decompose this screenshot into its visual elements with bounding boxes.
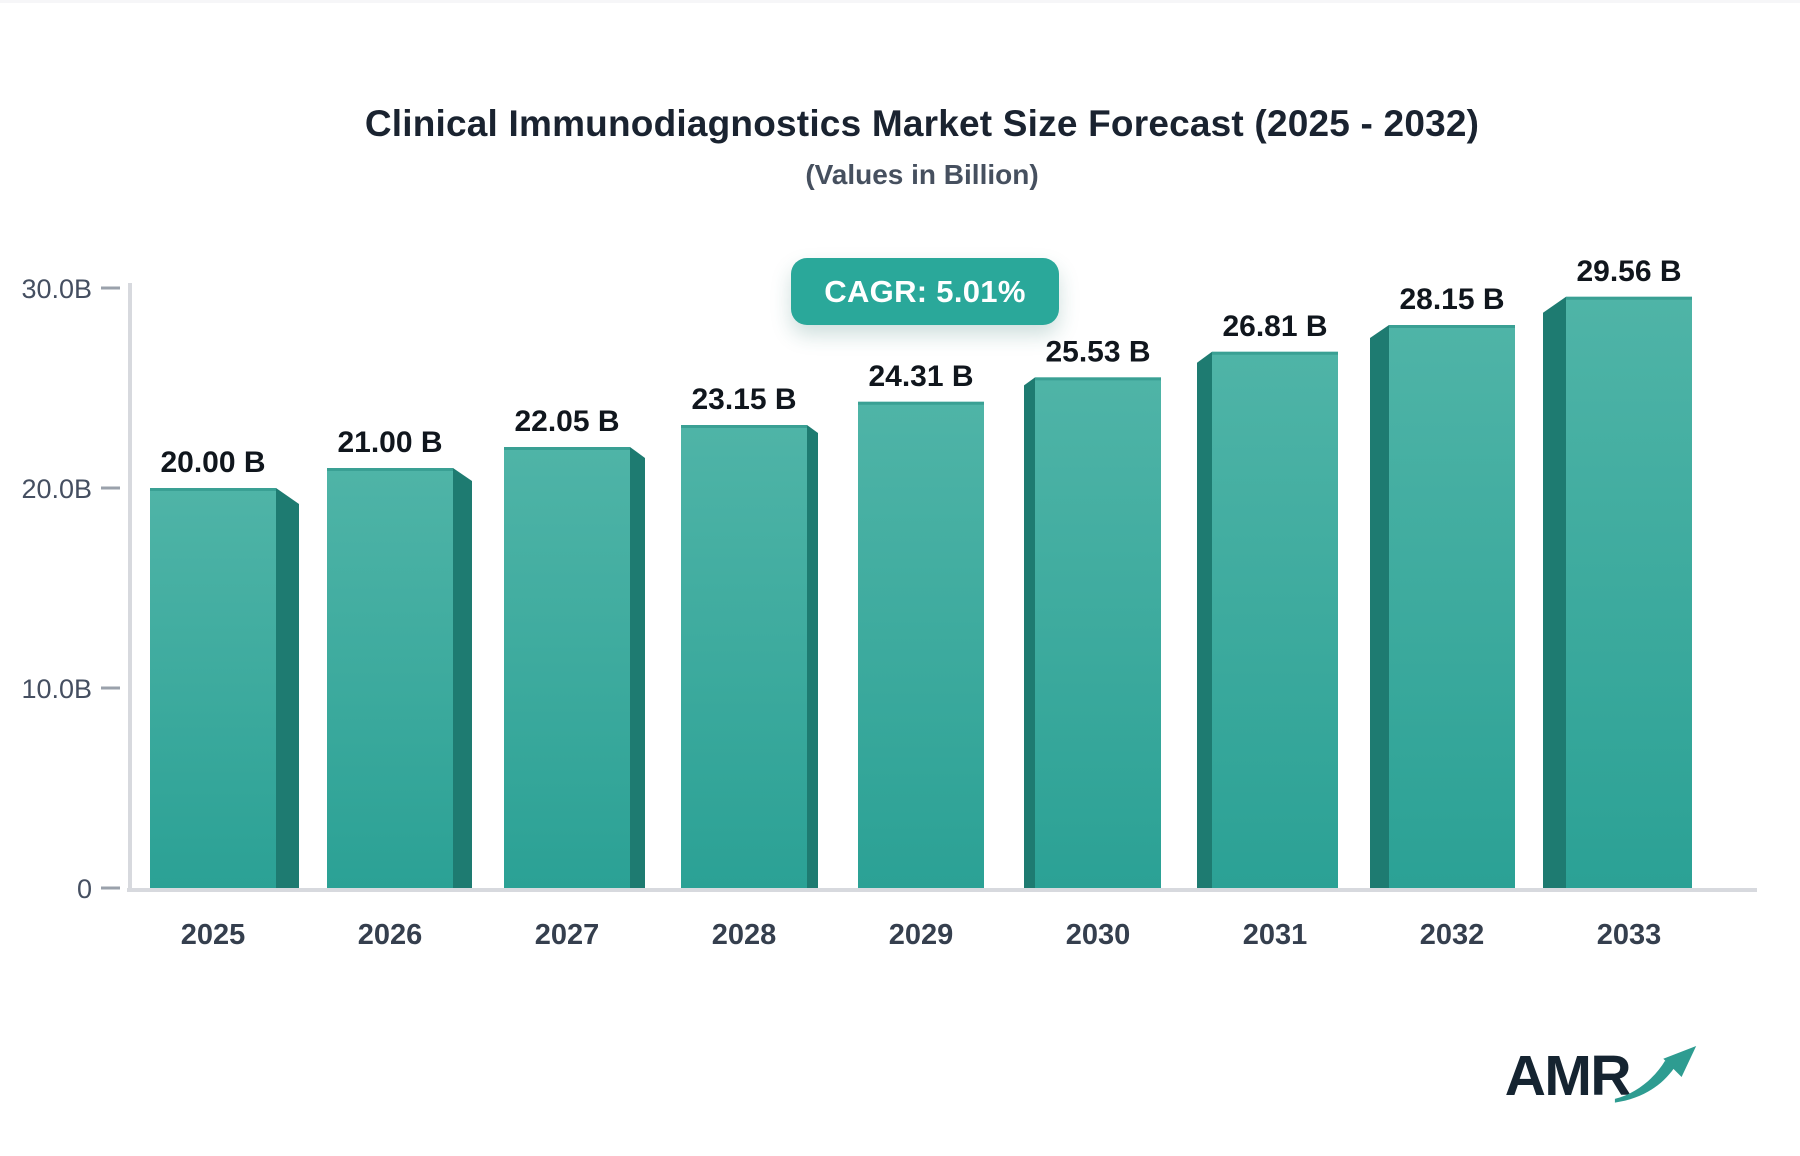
bar-2025: 20.00 B 2025 — [150, 446, 299, 951]
y-tick-label: 30.0B — [21, 274, 92, 304]
bar-side-face — [453, 468, 472, 888]
bar-2029: 24.31 B 2029 — [858, 360, 984, 951]
bar-side-face — [1370, 325, 1389, 888]
bar-value-label: 25.53 B — [1045, 335, 1150, 368]
bar-front-face — [150, 488, 276, 888]
bar-side-face — [807, 425, 818, 888]
bar-front-face — [1212, 351, 1338, 888]
x-axis-label: 2033 — [1597, 919, 1662, 951]
bar-2027: 22.05 B 2027 — [504, 405, 645, 951]
bar-side-face — [1024, 377, 1035, 888]
bar-2033: 29.56 B 2033 — [1543, 255, 1692, 951]
bar-value-label: 22.05 B — [514, 405, 619, 438]
bar-value-label: 21.00 B — [337, 426, 442, 459]
bar-value-label: 24.31 B — [868, 360, 973, 393]
bar-front-face — [1566, 296, 1692, 888]
bar-2032: 28.15 B 2032 — [1370, 283, 1515, 951]
bar-side-face — [276, 488, 299, 888]
bar-front-face — [1389, 325, 1515, 888]
bar-front-face — [681, 425, 807, 888]
chart-subtitle: (Values in Billion) — [805, 159, 1039, 190]
bar-front-face — [1035, 377, 1161, 888]
x-axis-label: 2026 — [358, 919, 423, 951]
bar-side-face — [1197, 351, 1212, 888]
bar-value-label: 29.56 B — [1576, 255, 1681, 288]
x-axis-label: 2032 — [1420, 919, 1485, 951]
bar-2028: 23.15 B 2028 — [681, 383, 818, 951]
cagr-badge: CAGR: 5.01% — [791, 258, 1059, 325]
amr-logo: AMR — [1504, 1044, 1698, 1110]
bar-2030: 25.53 B 2030 — [1024, 335, 1161, 951]
amr-logo-text: AMR — [1504, 1044, 1632, 1108]
bar-front-face — [504, 447, 630, 888]
x-axis-label: 2027 — [535, 919, 600, 951]
x-axis-label: 2031 — [1243, 919, 1308, 951]
x-axis-label: 2030 — [1066, 919, 1131, 951]
bar-front-face — [858, 401, 984, 888]
bar-value-label: 28.15 B — [1399, 283, 1504, 316]
bar-2026: 21.00 B 2026 — [327, 426, 472, 951]
x-axis-label: 2029 — [889, 919, 954, 951]
y-tick-label: 20.0B — [21, 474, 92, 504]
growth-arrow-icon — [1614, 1045, 1697, 1103]
bar-2031: 26.81 B 2031 — [1197, 310, 1338, 951]
bar-value-label: 26.81 B — [1222, 310, 1327, 343]
bar-side-face — [630, 447, 645, 888]
bar-front-face — [327, 468, 453, 888]
bar-value-label: 23.15 B — [691, 383, 796, 416]
y-tick-label: 0 — [77, 874, 92, 904]
x-axis-label: 2025 — [181, 919, 246, 951]
bar-side-face — [1543, 296, 1566, 888]
chart-title: Clinical Immunodiagnostics Market Size F… — [364, 103, 1480, 144]
x-axis-label: 2028 — [712, 919, 777, 951]
bar-chart-plot: 0 10.0B 20.0B 30.0B 20.00 B 2025 21.00 B 2026 22… — [21, 255, 1757, 951]
cagr-badge-label: CAGR: 5.01% — [824, 273, 1026, 309]
y-tick-label: 10.0B — [21, 674, 92, 704]
bar-value-label: 20.00 B — [160, 446, 265, 479]
